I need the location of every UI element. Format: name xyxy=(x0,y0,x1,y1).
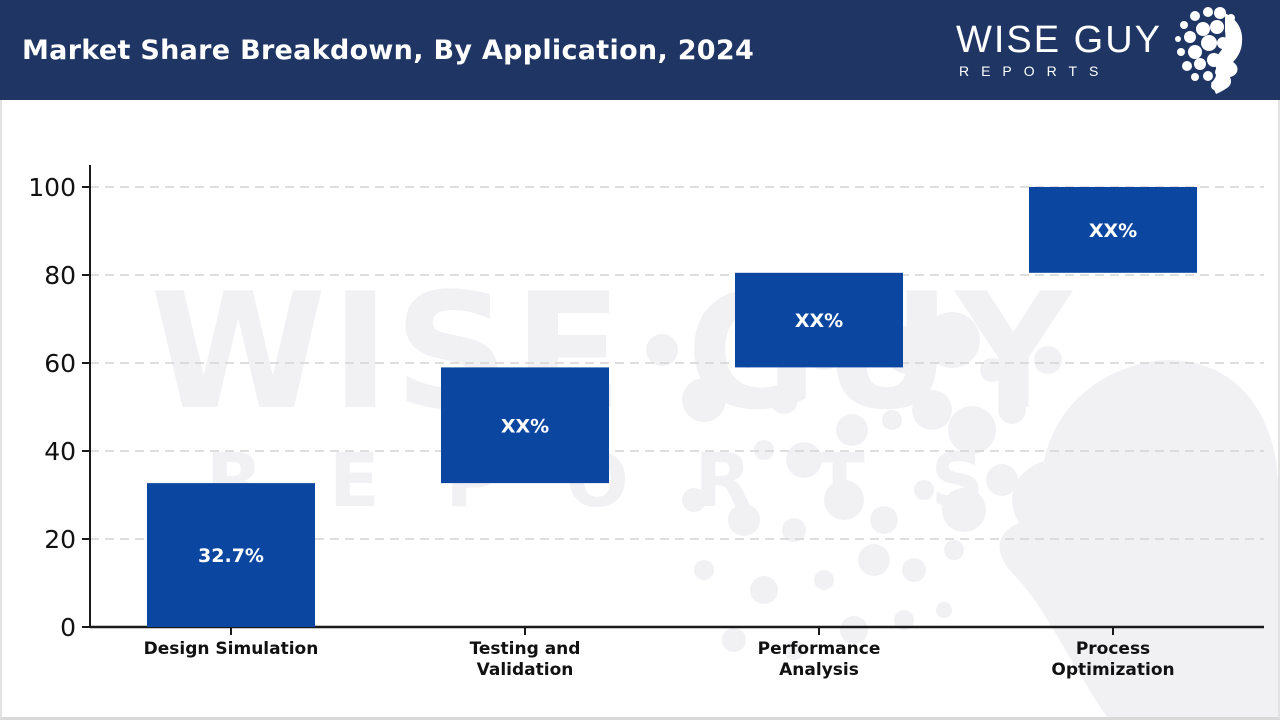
watermark-dot xyxy=(882,410,902,430)
y-tick-label: 0 xyxy=(60,613,76,642)
watermark-dot xyxy=(924,312,980,368)
watermark-dot xyxy=(770,386,798,414)
watermark-dot xyxy=(902,558,926,582)
watermark-dot xyxy=(682,488,706,512)
watermark-dot xyxy=(1034,346,1062,374)
bar-segment xyxy=(1029,187,1197,273)
watermark-dot xyxy=(754,440,774,460)
watermark-dot xyxy=(750,576,778,604)
watermark-dot xyxy=(944,540,964,560)
chart-title: Market Share Breakdown, By Application, … xyxy=(22,34,755,66)
watermark-dot xyxy=(986,464,1018,496)
bar-segment xyxy=(147,483,315,627)
watermark-dot xyxy=(894,610,914,630)
watermark-dot xyxy=(980,358,1004,382)
bar-value-label: 32.7% xyxy=(198,545,264,567)
face-dots-icon xyxy=(1175,7,1243,94)
watermark-dot xyxy=(936,602,952,618)
watermark-dot xyxy=(914,480,934,500)
bar-value-label: XX% xyxy=(795,310,843,332)
x-category-label: Performance Analysis xyxy=(758,639,881,680)
watermark-dot xyxy=(646,334,678,366)
watermark-dot xyxy=(814,570,834,590)
chart-svg: 0 20 40 60 80 100 Design Simulation Testing and… xyxy=(28,165,1278,717)
watermark-dot xyxy=(836,414,868,446)
watermark-dot xyxy=(694,560,714,580)
brand-name: WISE GUY xyxy=(955,19,1162,61)
x-category-label: Testing and Validation xyxy=(470,639,581,680)
watermark-dot xyxy=(942,488,986,532)
chart-area: WISE GUY REPORTS 0 20 40 60 80 100 Design Simu… xyxy=(0,100,1280,720)
watermark-dot xyxy=(682,378,726,422)
watermark-dot xyxy=(824,480,864,520)
y-tick-label: 100 xyxy=(28,173,76,202)
watermark-dot xyxy=(998,396,1026,424)
watermark-dot xyxy=(948,406,996,454)
header-bar: Market Share Breakdown, By Application, … xyxy=(0,0,1280,100)
x-category-label: Design Simulation xyxy=(144,639,319,659)
watermark-dot xyxy=(840,616,868,644)
brand-logo: WISE GUY REPORTS xyxy=(956,5,1252,95)
watermark-dot xyxy=(728,504,760,536)
y-tick-label: 80 xyxy=(44,261,76,290)
bar-value-label: XX% xyxy=(1089,220,1137,242)
x-category-label: Process Optimization xyxy=(1051,639,1174,680)
y-tick-label: 60 xyxy=(44,349,76,378)
watermark-dot xyxy=(782,518,806,542)
watermark-dot xyxy=(722,628,746,652)
brand-logo-text: WISE GUY REPORTS xyxy=(956,21,1162,79)
bar-segment xyxy=(735,272,903,368)
watermark-dot xyxy=(786,442,822,478)
y-tick-label: 20 xyxy=(44,525,76,554)
watermark-dot xyxy=(912,390,952,430)
watermark-dot xyxy=(870,506,898,534)
bar-segment xyxy=(441,367,609,484)
brand-subtitle: REPORTS xyxy=(958,63,1111,79)
watermark-dot xyxy=(858,544,890,576)
y-tick-label: 40 xyxy=(44,437,76,466)
watermark-dot xyxy=(784,640,804,660)
bar-value-label: XX% xyxy=(501,415,549,437)
